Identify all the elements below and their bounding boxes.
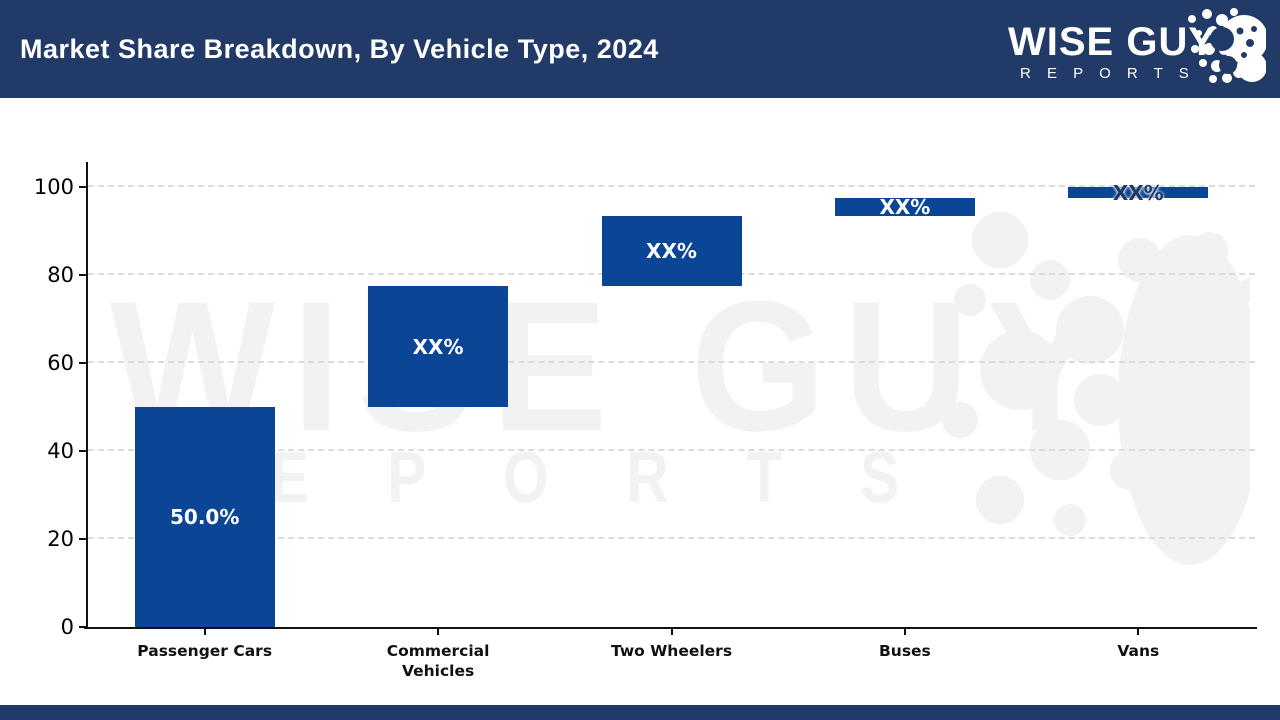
- chart-title: Market Share Breakdown, By Vehicle Type,…: [20, 33, 659, 64]
- y-tick-label-20: 20: [47, 527, 74, 551]
- y-tick-label-40: 40: [47, 439, 74, 463]
- x-tick-1: [437, 627, 440, 635]
- bar-value-label: XX%: [1112, 180, 1164, 205]
- footer-bar: [0, 705, 1280, 720]
- chart-canvas: WISE GUY R E P O R T S 0 20 40 60 80 100 50.0%…: [0, 98, 1280, 705]
- logo-text: WISE GUY: [1008, 20, 1216, 64]
- y-tick-80: [79, 274, 88, 276]
- x-tick-2: [670, 627, 673, 635]
- y-tick-label-0: 0: [60, 615, 74, 639]
- category-label-commercial-vehicles: Commercial Vehicles: [386, 642, 490, 681]
- bar-two-wheelers: XX%: [601, 215, 742, 286]
- logo-face-profile: [1210, 15, 1266, 82]
- y-tick-0: [79, 626, 88, 628]
- x-tick-4: [1137, 627, 1140, 635]
- x-tick-3: [903, 627, 906, 635]
- y-tick-20: [79, 538, 88, 540]
- category-label-two-wheelers: Two Wheelers: [610, 642, 733, 660]
- y-tick-60: [79, 362, 88, 364]
- bar-value-label: XX%: [879, 194, 931, 219]
- category-label-vans: Vans: [1117, 642, 1160, 660]
- bar-value-label: XX%: [412, 334, 464, 359]
- y-tick-40: [79, 450, 88, 452]
- category-label-buses: Buses: [878, 642, 931, 660]
- y-tick-label-80: 80: [47, 263, 74, 287]
- logo-subtext: R E P O R T S: [1020, 65, 1195, 82]
- y-tick-label-60: 60: [47, 351, 74, 375]
- bar-value-label: 50.0%: [169, 505, 240, 529]
- header-bar: Market Share Breakdown, By Vehicle Type,…: [0, 0, 1280, 98]
- bar-passenger-cars: 50.0%: [134, 407, 275, 627]
- bar-vans: XX%: [1068, 181, 1209, 205]
- bar-buses: XX%: [834, 195, 975, 219]
- bar-commercial-vehicles: XX%: [368, 286, 509, 407]
- gridline-100: [88, 185, 1255, 187]
- y-tick-100: [79, 186, 88, 188]
- y-tick-label-100: 100: [33, 175, 74, 199]
- category-label-passenger-cars: Passenger Cars: [137, 642, 273, 660]
- y-axis: [86, 162, 88, 629]
- gridline-60: [88, 361, 1255, 363]
- wise-guy-logo: WISE GUY R E P O R T S: [1008, 8, 1266, 83]
- gridline-40: [88, 449, 1255, 451]
- plot-area: 0 20 40 60 80 100 50.0% Passenger Cars XX% Commer…: [34, 162, 1257, 680]
- bar-value-label: XX%: [646, 238, 697, 263]
- gridline-20: [88, 537, 1255, 539]
- x-tick-0: [203, 627, 206, 635]
